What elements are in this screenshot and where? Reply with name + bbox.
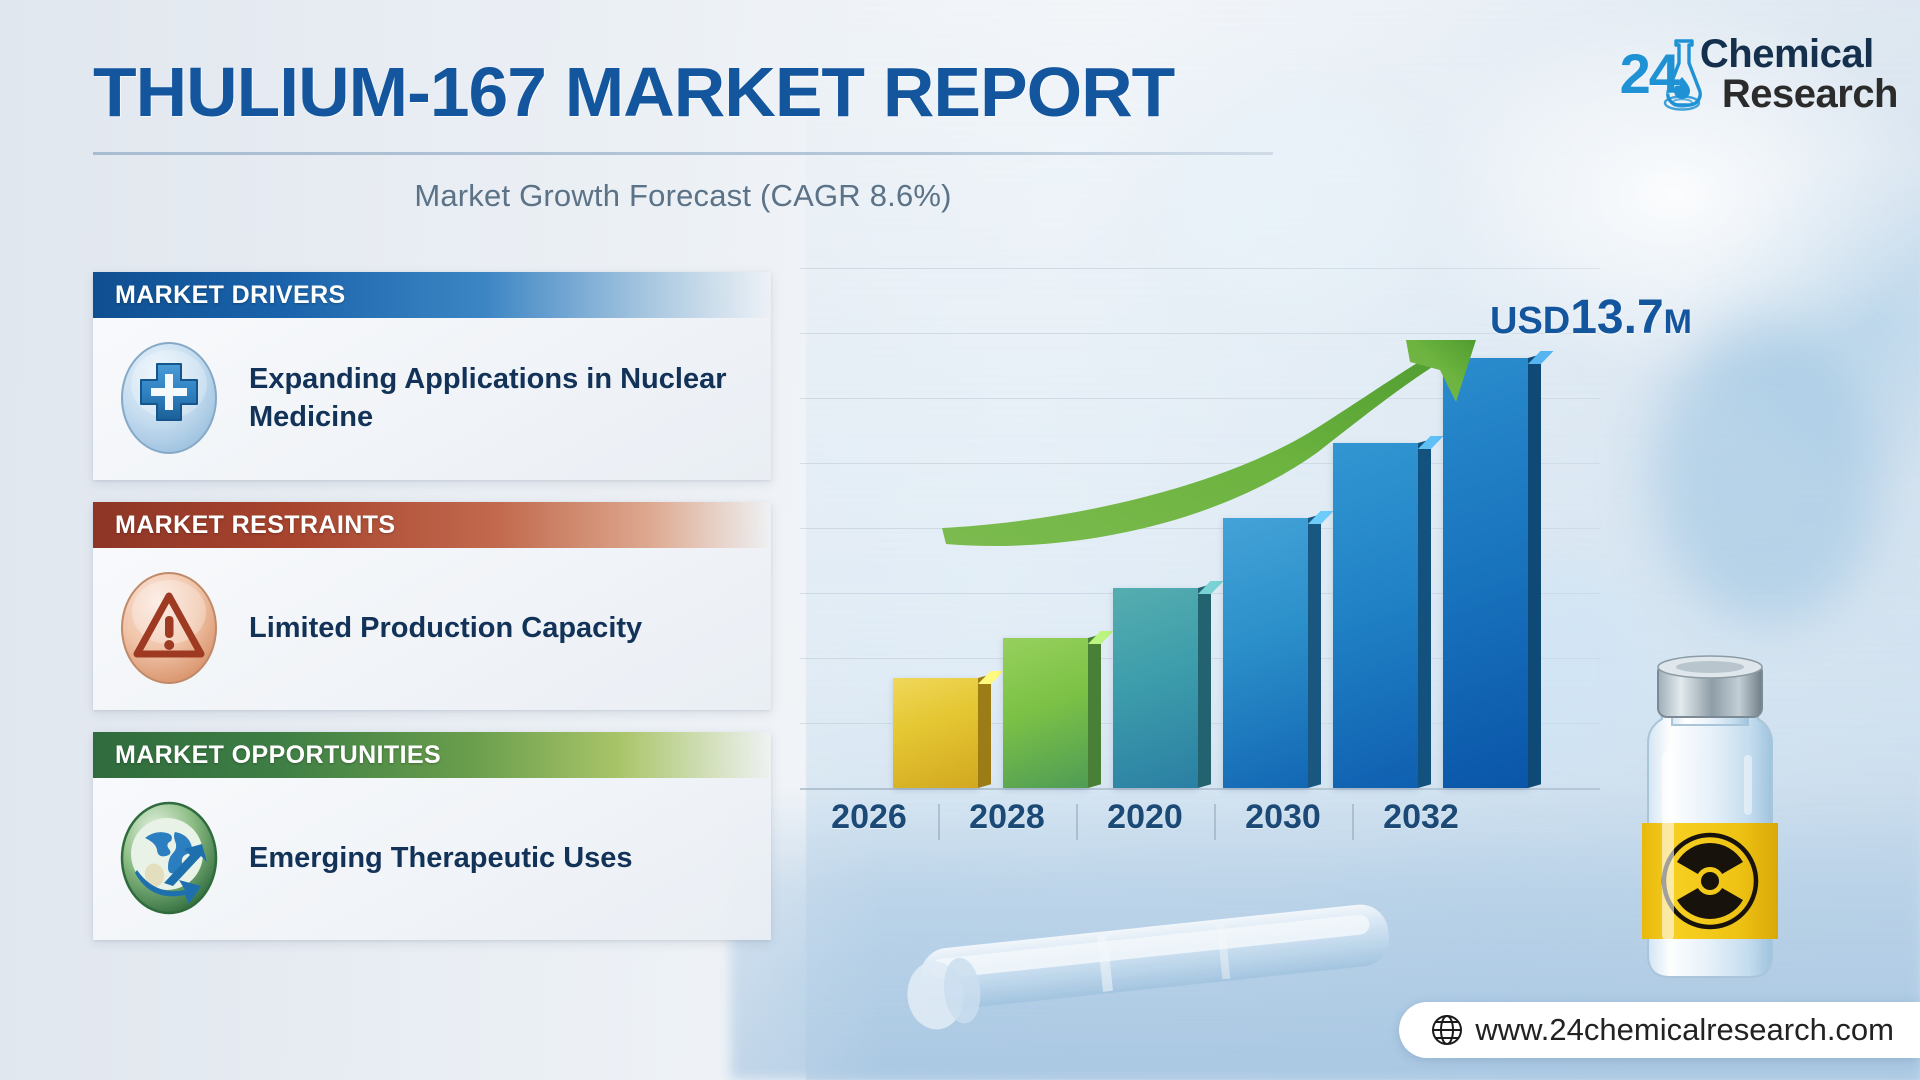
card-heading-restraints: MARKET RESTRAINTS	[93, 502, 771, 548]
card-text-drivers: Expanding Applications in Nuclear Medici…	[249, 362, 727, 433]
logo-number: 24	[1619, 42, 1680, 105]
bar-face	[1333, 443, 1418, 788]
card-market-opportunities: MARKET OPPORTUNITIES	[93, 732, 771, 940]
radioactive-vial-icon	[1642, 655, 1778, 978]
card-text-opportunities: Emerging Therapeutic Uses	[249, 841, 633, 874]
x-tick-label: 2026	[831, 798, 907, 836]
radioactive-trefoil-icon	[1661, 832, 1759, 930]
x-tick-label: 2030	[1214, 798, 1352, 840]
bar-2026	[893, 671, 1004, 788]
x-tick-label: 2028	[938, 798, 1076, 840]
bar-face	[1443, 358, 1528, 788]
bar-face	[1223, 518, 1308, 788]
bar-2032	[1333, 436, 1444, 788]
card-text-restraints: Limited Production Capacity	[249, 611, 643, 644]
x-tick-label: 2032	[1352, 798, 1490, 840]
card-market-drivers: MARKET DRIVERS	[93, 272, 771, 480]
flask-droplet-icon	[1662, 37, 1702, 111]
background-bokeh-3	[1160, 86, 1421, 307]
chart-baseline	[800, 788, 1600, 790]
bar-side	[1198, 584, 1211, 788]
usd-value: 13.7	[1570, 291, 1664, 344]
gridline	[800, 333, 1600, 334]
title-divider	[93, 152, 1273, 155]
background-bokeh-1	[1651, 324, 1882, 624]
brand-logo: 24 Chemical Research	[1619, 32, 1899, 116]
usd-suffix: M	[1663, 303, 1692, 341]
bar-side	[1528, 354, 1541, 788]
usd-prefix: USD	[1490, 300, 1571, 342]
globe-icon	[1432, 1015, 1463, 1045]
card-market-restraints: MARKET RESTRAINTS	[93, 502, 771, 710]
gridline	[800, 268, 1600, 269]
logo-word-chemical: Chemical	[1699, 32, 1874, 76]
bar-2020	[1113, 581, 1224, 788]
growth-bar-chart	[800, 260, 1600, 790]
card-heading-drivers: MARKET DRIVERS	[93, 272, 771, 318]
bar-face	[1003, 638, 1088, 788]
warning-triangle-icon	[115, 568, 223, 688]
bar-side	[978, 674, 991, 788]
bar-2028	[1003, 631, 1114, 788]
chart-x-axis-labels: 2026 2028 2020 2030 2032	[800, 798, 1490, 840]
x-tick-label: 2020	[1076, 798, 1214, 840]
globe-growth-arrow-icon	[115, 798, 223, 918]
url-text: www.24chemicalresearch.com	[1475, 1012, 1894, 1047]
bar-face	[893, 678, 978, 788]
bar-final	[1443, 351, 1554, 788]
card-body-restraints: Limited Production Capacity	[93, 548, 771, 710]
bar-2030	[1223, 511, 1334, 788]
card-body-drivers: Expanding Applications in Nuclear Medici…	[93, 318, 771, 480]
bar-side	[1308, 514, 1321, 788]
website-url-bar[interactable]: www.24chemicalresearch.com	[1399, 1002, 1920, 1058]
page-subtitle: Market Growth Forecast (CAGR 8.6%)	[414, 178, 952, 213]
medical-cross-icon	[115, 338, 223, 458]
bar-side	[1088, 634, 1101, 788]
market-value-annotation: USD13.7M	[1490, 290, 1692, 345]
logo-wordmark: Chemical Research	[1699, 32, 1899, 116]
logo-word-research: Research	[1721, 72, 1899, 116]
bar-face	[1113, 588, 1198, 788]
page-title: THULIUM-167 MARKET REPORT	[93, 53, 1175, 131]
card-body-opportunities: Emerging Therapeutic Uses	[93, 778, 771, 940]
card-heading-opportunities: MARKET OPPORTUNITIES	[93, 732, 771, 778]
bar-side	[1418, 439, 1431, 788]
market-factors-panel: MARKET DRIVERS	[93, 272, 771, 962]
